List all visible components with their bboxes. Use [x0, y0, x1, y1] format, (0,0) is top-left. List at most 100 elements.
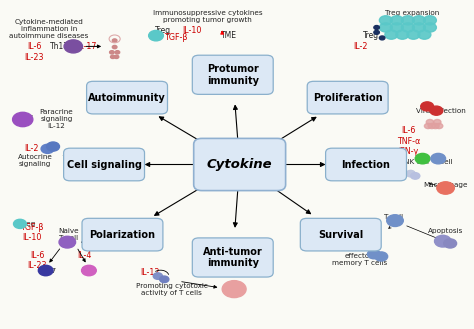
Text: Protumor
immunity: Protumor immunity — [207, 64, 259, 86]
Circle shape — [391, 23, 403, 32]
Text: TME: TME — [221, 31, 237, 40]
Circle shape — [407, 30, 420, 39]
Circle shape — [41, 144, 54, 153]
Circle shape — [109, 51, 114, 54]
FancyBboxPatch shape — [194, 139, 286, 190]
Text: Treg: Treg — [155, 26, 171, 35]
Circle shape — [387, 215, 403, 226]
Circle shape — [418, 30, 431, 39]
Circle shape — [431, 153, 446, 164]
Circle shape — [82, 265, 96, 276]
Text: Cell signaling: Cell signaling — [66, 160, 142, 169]
Circle shape — [430, 106, 443, 115]
Circle shape — [428, 123, 436, 129]
Circle shape — [115, 51, 120, 54]
Circle shape — [437, 182, 454, 194]
Text: Survival of
effector/
memory T cells: Survival of effector/ memory T cells — [332, 246, 388, 266]
Circle shape — [401, 23, 414, 32]
Circle shape — [444, 239, 456, 248]
FancyBboxPatch shape — [307, 81, 388, 114]
Text: Viral infection: Viral infection — [416, 108, 466, 114]
Text: Cytokine-mediated
inflammation in
autoimmune diseases: Cytokine-mediated inflammation in autoim… — [9, 19, 89, 39]
Text: Infection: Infection — [342, 160, 391, 169]
Circle shape — [396, 30, 409, 39]
Text: Treg: Treg — [363, 31, 379, 40]
Text: Th17: Th17 — [38, 267, 56, 273]
Circle shape — [367, 250, 380, 259]
Circle shape — [410, 173, 420, 179]
Text: DC: DC — [23, 115, 34, 124]
Text: IL-2: IL-2 — [25, 144, 39, 153]
Circle shape — [379, 23, 392, 32]
Circle shape — [14, 219, 27, 228]
Text: Survival: Survival — [318, 230, 364, 240]
Text: TGF-β
IL-10: TGF-β IL-10 — [20, 223, 44, 242]
Circle shape — [401, 16, 414, 25]
Text: Th17: Th17 — [50, 42, 69, 51]
Circle shape — [59, 236, 75, 248]
Circle shape — [385, 30, 398, 39]
Text: Polarization: Polarization — [90, 230, 155, 240]
Circle shape — [432, 123, 439, 129]
Text: Proliferation: Proliferation — [313, 93, 383, 103]
Circle shape — [153, 273, 163, 279]
Text: ↑IFN-γ: ↑IFN-γ — [193, 268, 220, 277]
Circle shape — [421, 102, 434, 111]
Circle shape — [112, 45, 117, 49]
FancyBboxPatch shape — [326, 148, 407, 181]
FancyBboxPatch shape — [301, 218, 381, 251]
Circle shape — [114, 55, 119, 59]
Circle shape — [379, 16, 392, 25]
Text: Th1: Th1 — [122, 232, 135, 238]
FancyBboxPatch shape — [87, 81, 167, 114]
FancyBboxPatch shape — [64, 148, 145, 181]
Text: IFN-γ
IL-12: IFN-γ IL-12 — [91, 224, 111, 243]
Circle shape — [112, 39, 117, 42]
Text: Autoimmunity: Autoimmunity — [88, 93, 166, 103]
Circle shape — [13, 112, 33, 127]
Text: NK cell  T cell: NK cell T cell — [404, 159, 452, 165]
Text: IL-6
IL-23: IL-6 IL-23 — [27, 251, 47, 270]
Text: Promoting cytotoxic
activity of T cells: Promoting cytotoxic activity of T cells — [136, 283, 208, 296]
Circle shape — [64, 40, 82, 53]
Circle shape — [423, 23, 437, 32]
Circle shape — [435, 235, 451, 247]
Circle shape — [70, 149, 86, 161]
Text: Inflammation: Inflammation — [351, 172, 405, 181]
Text: IL-10: IL-10 — [182, 26, 201, 35]
Text: Autocrine
signaling: Autocrine signaling — [18, 154, 53, 167]
Circle shape — [434, 119, 441, 125]
Circle shape — [149, 30, 164, 41]
Text: IL-6
IL-23: IL-6 IL-23 — [25, 42, 44, 62]
Circle shape — [77, 149, 94, 161]
Text: Macrophage: Macrophage — [423, 182, 468, 188]
Text: Naive
T cell: Naive T cell — [58, 228, 79, 241]
Circle shape — [406, 170, 415, 177]
Text: T cell: T cell — [384, 215, 403, 220]
Text: IL-6
TNF-α
IFN-γ: IL-6 TNF-α IFN-γ — [397, 126, 420, 156]
Circle shape — [436, 123, 443, 129]
Circle shape — [375, 252, 388, 261]
Circle shape — [424, 123, 432, 129]
Text: Cytokine: Cytokine — [207, 158, 273, 171]
Circle shape — [391, 16, 403, 25]
Circle shape — [38, 265, 53, 276]
Circle shape — [46, 142, 60, 151]
Circle shape — [412, 23, 425, 32]
Text: IL-4: IL-4 — [77, 251, 91, 260]
Circle shape — [110, 55, 115, 59]
Text: Paracrine
signaling
IL-12: Paracrine signaling IL-12 — [40, 110, 73, 130]
Text: IL-12: IL-12 — [140, 268, 160, 277]
Circle shape — [374, 26, 379, 29]
Text: Immunosuppressive cytokines
promoting tumor growth: Immunosuppressive cytokines promoting tu… — [153, 10, 262, 23]
Circle shape — [423, 16, 437, 25]
Text: Th2: Th2 — [82, 266, 96, 272]
Text: TME: TME — [230, 288, 245, 294]
Circle shape — [379, 36, 385, 40]
Text: IL-2: IL-2 — [353, 42, 367, 51]
FancyBboxPatch shape — [192, 55, 273, 94]
Circle shape — [374, 30, 379, 34]
Circle shape — [222, 281, 246, 298]
Circle shape — [426, 119, 434, 125]
Circle shape — [415, 153, 430, 164]
